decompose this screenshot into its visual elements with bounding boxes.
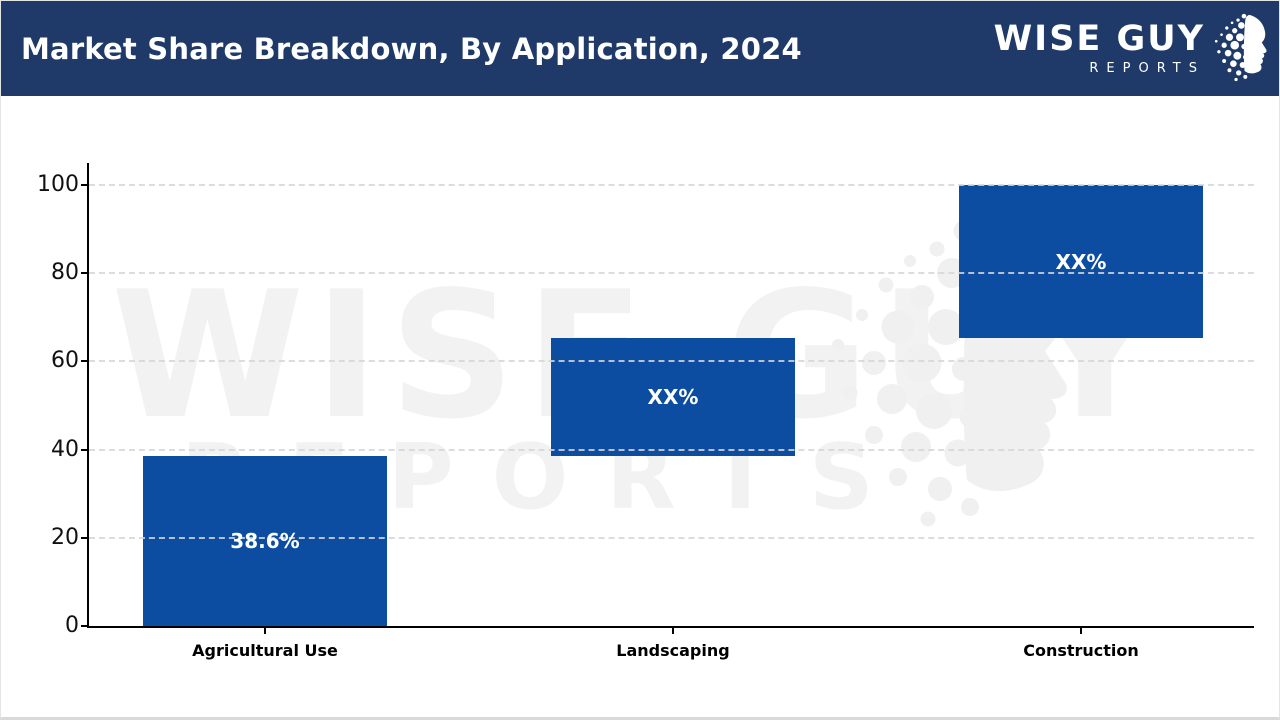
x-tick-mark	[672, 628, 674, 634]
bar-value-label: XX%	[647, 384, 699, 409]
y-tick-mark	[81, 360, 88, 363]
y-tick-mark	[81, 184, 88, 186]
bar-segment	[143, 455, 387, 626]
page-title: Market Share Breakdown, By Application, …	[21, 31, 802, 66]
brand-subname: REPORTS	[1089, 60, 1205, 76]
y-tick-label: 40	[51, 436, 79, 462]
gridline-100	[89, 184, 1254, 186]
bar-segment	[959, 185, 1203, 339]
x-tick-mark	[264, 628, 266, 634]
y-tick-label: 60	[51, 348, 79, 374]
y-tick-label: 80	[51, 260, 79, 286]
brand-text: WISE GUY REPORTS	[993, 18, 1205, 76]
y-tick-mark	[81, 272, 88, 275]
y-tick-mark	[81, 448, 88, 451]
bar-value-label: XX%	[1055, 249, 1107, 274]
gridline-40	[89, 448, 1254, 451]
gridline-80	[89, 272, 1254, 275]
brand-name: WISE GUY	[993, 18, 1205, 59]
header: Market Share Breakdown, By Application, …	[1, 1, 1279, 96]
y-tick-mark	[81, 625, 88, 627]
x-category-label: Landscaping	[616, 641, 730, 660]
x-category-label: Construction	[1023, 641, 1139, 660]
x-tick-mark	[1080, 628, 1082, 634]
gridline-20	[89, 536, 1254, 539]
brand-logo: WISE GUY REPORTS	[994, 12, 1273, 85]
y-tick-mark	[81, 536, 88, 539]
bar-value-label: 38.6%	[230, 528, 300, 553]
x-axis-line	[87, 626, 1254, 628]
y-axis-line	[87, 163, 89, 628]
x-category-label: Agricultural Use	[192, 641, 338, 660]
brand-face-icon	[1214, 13, 1267, 82]
y-tick-label: 0	[65, 613, 79, 638]
bar-segment	[551, 338, 795, 456]
y-tick-label: 20	[51, 524, 79, 550]
gridline-60	[89, 360, 1254, 363]
y-tick-label: 100	[37, 172, 79, 197]
